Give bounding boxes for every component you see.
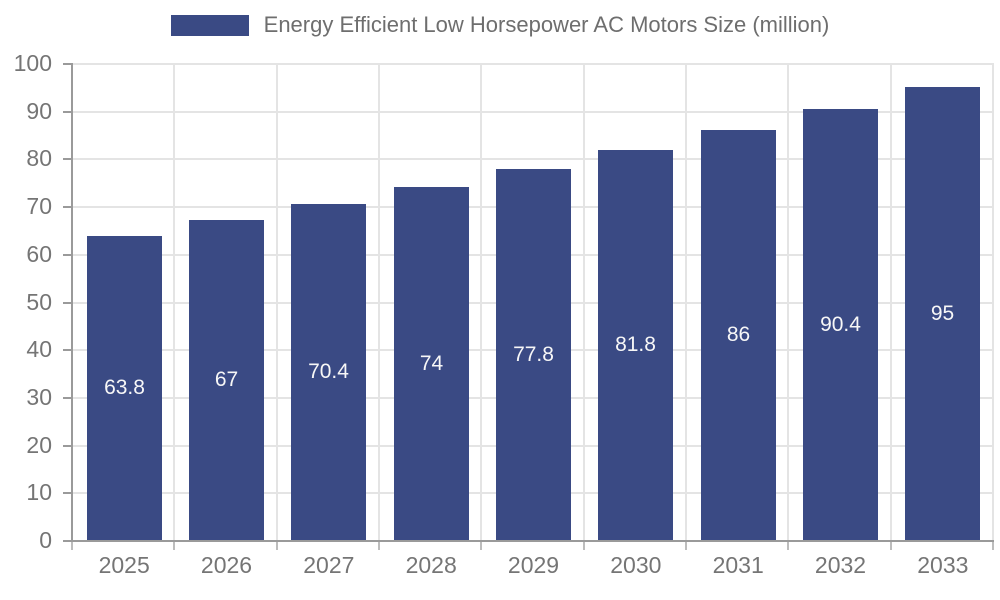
chart-legend: Energy Efficient Low Horsepower AC Motor… <box>0 12 1000 38</box>
x-tick-label: 2026 <box>200 552 253 578</box>
gridline-vertical <box>889 63 892 540</box>
bar-2032: 90.4 <box>803 109 878 540</box>
y-axis-tick <box>63 158 71 161</box>
x-axis-tick <box>787 542 790 550</box>
gridline-vertical <box>685 63 687 540</box>
y-tick-label: 20 <box>26 431 52 458</box>
bar-value-label: 67 <box>214 368 239 391</box>
y-tick-label: 0 <box>39 527 52 553</box>
y-axis-tick <box>63 396 71 399</box>
y-axis-tick <box>63 63 71 65</box>
x-axis-tick <box>582 542 585 550</box>
x-axis-tick <box>275 542 278 550</box>
x-axis-tick <box>480 542 483 550</box>
bar-2033: 95 <box>905 87 980 540</box>
y-axis-tick <box>63 349 71 352</box>
y-axis-tick <box>63 540 71 542</box>
legend-label: Energy Efficient Low Horsepower AC Motor… <box>263 12 830 37</box>
y-tick-label: 40 <box>26 336 52 363</box>
y-axis-line <box>71 63 73 540</box>
bar-value-label: 81.8 <box>615 333 656 356</box>
y-axis-tick <box>63 301 71 304</box>
gridline-vertical <box>480 63 483 540</box>
bar-2026: 67 <box>189 220 264 540</box>
bar-2027: 70.4 <box>291 204 366 540</box>
y-tick-label: 50 <box>26 288 52 315</box>
y-axis-tick <box>63 492 71 495</box>
gridline-vertical <box>582 63 585 540</box>
y-tick-label: 10 <box>26 479 52 506</box>
x-tick-label: 2025 <box>98 552 150 578</box>
y-tick-label: 60 <box>26 240 52 267</box>
x-axis-line <box>71 540 994 542</box>
y-axis-tick <box>63 444 71 447</box>
y-axis-tick <box>63 206 71 209</box>
bar-2030: 81.8 <box>598 150 673 540</box>
x-axis-tick <box>889 542 892 550</box>
gridline-horizontal <box>73 158 994 161</box>
gridline-horizontal <box>73 63 994 65</box>
x-axis-tick <box>992 542 994 550</box>
bar-2025: 63.8 <box>87 236 162 540</box>
bar-2029: 77.8 <box>496 169 571 540</box>
gridline-vertical <box>275 63 278 540</box>
x-tick-label: 2027 <box>303 552 355 578</box>
plot-area: 63.8 67 70.4 74 77.8 81.8 86 90.4 95 <box>63 63 994 550</box>
y-tick-label: 70 <box>26 193 52 220</box>
x-axis-tick <box>173 542 176 550</box>
x-tick-label: 2028 <box>405 552 457 578</box>
y-tick-label: 30 <box>26 383 52 410</box>
x-tick-label: 2032 <box>814 552 867 578</box>
gridline-vertical <box>787 63 790 540</box>
gridline-vertical <box>173 63 176 540</box>
gridline-horizontal <box>73 110 994 113</box>
bar-2028: 74 <box>394 187 469 540</box>
bar-value-label: 95 <box>930 301 955 325</box>
x-tick-label: 2029 <box>507 552 560 578</box>
x-tick-label: 2033 <box>917 552 969 578</box>
legend-swatch <box>170 14 249 36</box>
bar-value-label: 90.4 <box>820 312 861 336</box>
x-tick-label: 2031 <box>712 552 764 578</box>
bar-2031: 86 <box>701 130 776 540</box>
bar-value-label: 70.4 <box>308 360 349 383</box>
gridline-vertical <box>992 63 994 540</box>
x-axis-tick <box>685 542 687 550</box>
bar-value-label: 63.8 <box>104 376 145 399</box>
y-tick-label: 80 <box>26 145 52 172</box>
bar-value-label: 77.8 <box>513 342 554 366</box>
y-axis-tick <box>63 110 71 113</box>
y-tick-label: 90 <box>26 97 52 124</box>
y-tick-label: 100 <box>13 50 52 76</box>
x-tick-label: 2030 <box>610 552 662 578</box>
y-axis-tick <box>63 253 71 256</box>
x-axis-tick <box>378 542 380 550</box>
gridline-vertical <box>378 63 380 540</box>
bar-value-label: 86 <box>726 323 751 346</box>
bar-value-label: 74 <box>419 351 444 375</box>
x-axis-tick <box>71 542 73 550</box>
